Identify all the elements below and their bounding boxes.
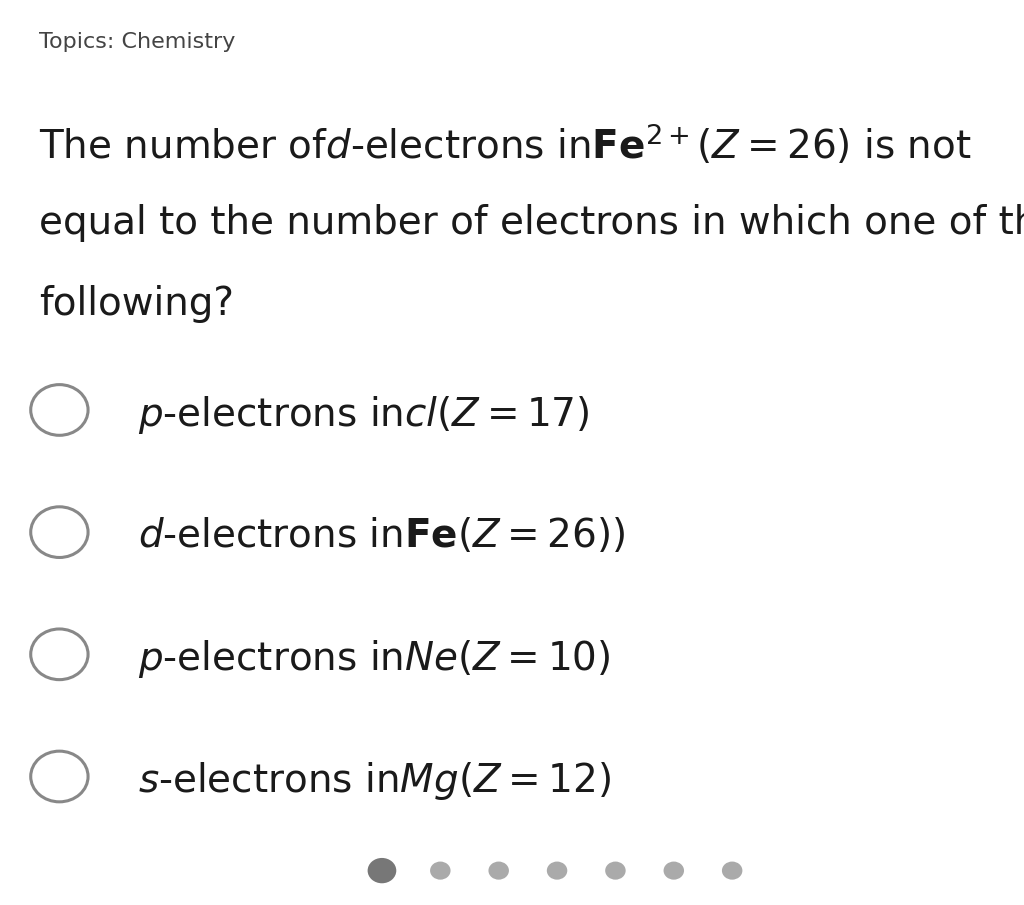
Circle shape [722, 862, 742, 880]
Circle shape [430, 862, 451, 880]
Circle shape [547, 862, 567, 880]
Circle shape [605, 862, 626, 880]
Text: following?: following? [39, 285, 233, 323]
Text: Topics: Chemistry: Topics: Chemistry [39, 32, 236, 52]
Circle shape [488, 862, 509, 880]
Text: $\mathit{p}$-electrons in$\mathit{Ne}$$(Z = 10)$: $\mathit{p}$-electrons in$\mathit{Ne}$$(… [138, 638, 610, 680]
Text: equal to the number of electrons in which one of th e: equal to the number of electrons in whic… [39, 204, 1024, 242]
Circle shape [664, 862, 684, 880]
Text: The number of$\mathit{d}$-electrons in$\mathbf{Fe}^{2+}$$(Z = 26)$ is not: The number of$\mathit{d}$-electrons in$\… [39, 122, 972, 167]
Text: $\mathit{s}$-electrons in$\mathit{Mg}$$(Z = 12)$: $\mathit{s}$-electrons in$\mathit{Mg}$$(… [138, 760, 611, 802]
Text: $\mathit{d}$-electrons in$\mathbf{Fe}$$(Z = 26))$: $\mathit{d}$-electrons in$\mathbf{Fe}$$(… [138, 516, 626, 555]
Text: $\mathit{p}$-electrons in$\mathit{cl}$$(Z = 17)$: $\mathit{p}$-electrons in$\mathit{cl}$$(… [138, 394, 590, 435]
Circle shape [368, 858, 396, 883]
